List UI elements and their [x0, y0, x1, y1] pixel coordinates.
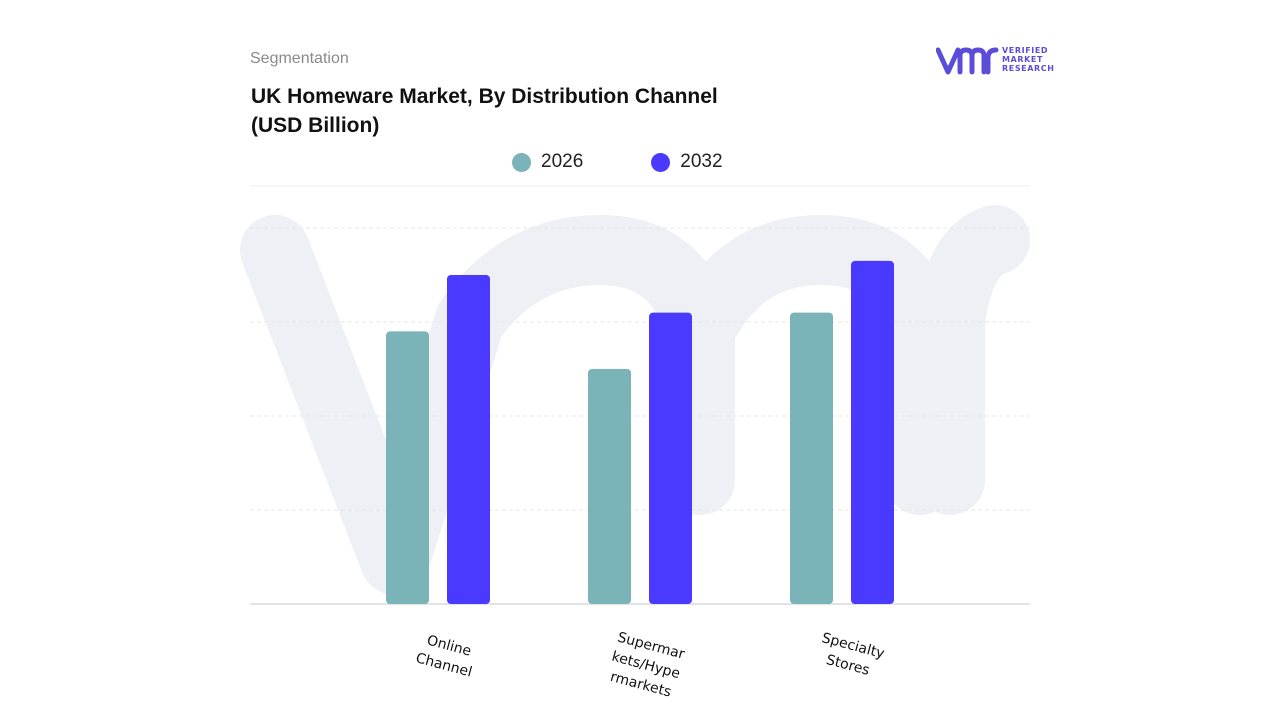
bar-2032-2	[851, 260, 894, 604]
watermark-logo-icon	[240, 205, 1030, 595]
bar-2026-0	[386, 331, 429, 604]
bar-2026-2	[790, 312, 833, 604]
bar-2026-1	[588, 369, 631, 604]
x-tick-label: Supermarkets/Hypermarkets	[605, 629, 687, 701]
chart-title: UK Homeware Market, By Distribution Chan…	[251, 82, 718, 140]
vmr-logo-icon	[936, 47, 999, 75]
logo-text-line-1: VERIFIED	[1002, 46, 1049, 55]
legend-item-2026: 2026	[512, 151, 583, 173]
chart-legend: 2026 2032	[512, 150, 723, 174]
vmr-logo-text: VERIFIED MARKET RESEARCH	[1002, 46, 1055, 73]
chart-title-line-1: UK Homeware Market, By Distribution Chan…	[251, 85, 718, 108]
x-tick-label: OnlineChannel	[414, 631, 479, 681]
legend-swatch-2032	[651, 152, 671, 172]
chart-title-line-2: (USD Billion)	[251, 114, 380, 137]
logo-text-line-2: MARKET	[1002, 55, 1044, 64]
segmentation-label: Segmentation	[250, 50, 349, 67]
x-tick-label: SpecialtyStores	[815, 630, 886, 681]
bar-2032-0	[447, 275, 490, 604]
legend-label-2032: 2032	[680, 151, 723, 172]
logo-text-line-3: RESEARCH	[1002, 64, 1055, 73]
bar-2032-1	[649, 312, 692, 604]
legend-swatch-2026	[512, 152, 531, 172]
legend-item-2032: 2032	[651, 151, 723, 173]
legend-label-2026: 2026	[541, 151, 584, 172]
